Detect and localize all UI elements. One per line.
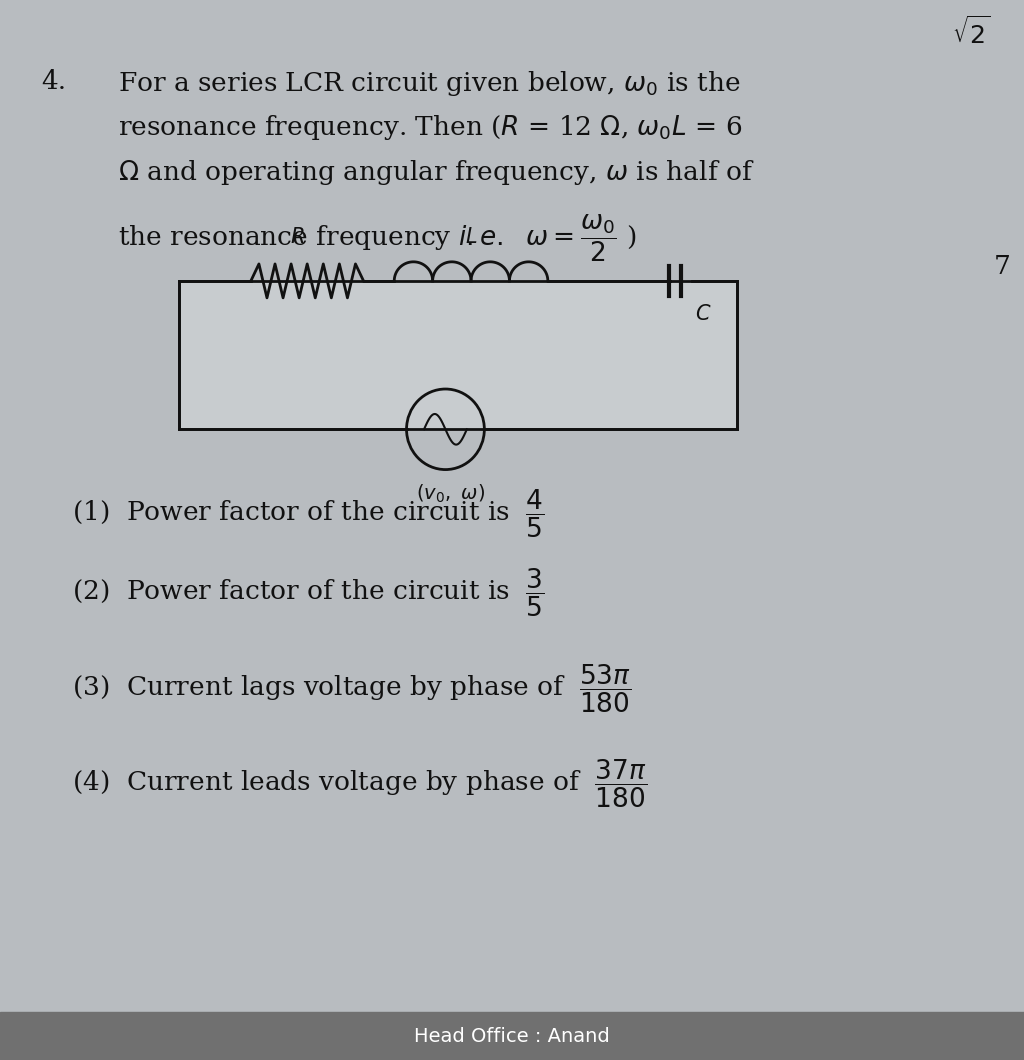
Bar: [179, 281, 737, 429]
Text: Head Office : Anand: Head Office : Anand: [414, 1027, 610, 1046]
Text: 7: 7: [993, 254, 1010, 280]
Text: $\sqrt{2}$: $\sqrt{2}$: [952, 16, 991, 49]
Text: the resonance frequency $i.e.$ $\ \omega = \dfrac{\omega_0}{2}$ ): the resonance frequency $i.e.$ $\ \omega…: [118, 212, 637, 264]
Text: $C$: $C$: [695, 304, 712, 324]
Text: resonance frequency. Then ($R$ = 12 $\Omega$, $\omega_0L$ = 6: resonance frequency. Then ($R$ = 12 $\Om…: [118, 113, 742, 142]
Text: (1)  Power factor of the circuit is  $\dfrac{4}{5}$: (1) Power factor of the circuit is $\dfr…: [72, 488, 545, 540]
Text: (3)  Current lags voltage by phase of  $\dfrac{53\pi}{180}$: (3) Current lags voltage by phase of $\d…: [72, 662, 631, 714]
Text: $R$: $R$: [290, 227, 304, 247]
Text: (2)  Power factor of the circuit is  $\dfrac{3}{5}$: (2) Power factor of the circuit is $\dfr…: [72, 567, 545, 619]
Text: $L$: $L$: [465, 227, 477, 247]
Text: For a series LCR circuit given below, $\omega_0$ is the: For a series LCR circuit given below, $\…: [118, 69, 740, 98]
Text: 4.: 4.: [41, 69, 67, 94]
Text: $\Omega$ and operating angular frequency, $\omega$ is half of: $\Omega$ and operating angular frequency…: [118, 158, 755, 187]
Text: $(v_0,\ \omega)$: $(v_0,\ \omega)$: [416, 482, 485, 505]
Text: (4)  Current leads voltage by phase of  $\dfrac{37\pi}{180}$: (4) Current leads voltage by phase of $\…: [72, 758, 647, 810]
Bar: [0, 1012, 1024, 1060]
